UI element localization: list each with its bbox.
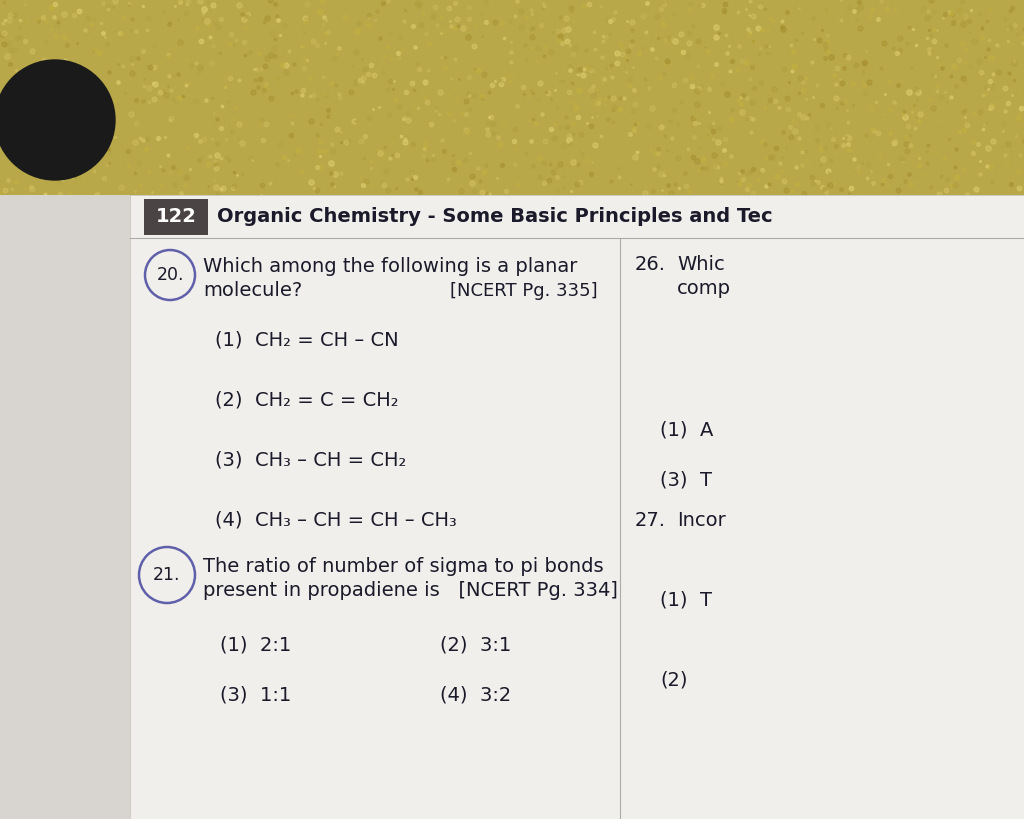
Text: (3)  CH₃ – CH = CH₂: (3) CH₃ – CH = CH₂ <box>215 450 407 469</box>
Text: 21.: 21. <box>154 566 181 584</box>
Text: (4)  3:2: (4) 3:2 <box>440 686 511 704</box>
Text: (1)  T: (1) T <box>660 590 712 609</box>
Text: (1)  2:1: (1) 2:1 <box>220 636 291 654</box>
Text: (2)  3:1: (2) 3:1 <box>440 636 511 654</box>
Text: 122: 122 <box>156 207 197 227</box>
FancyBboxPatch shape <box>0 195 130 819</box>
Text: comp: comp <box>677 278 731 297</box>
FancyBboxPatch shape <box>144 199 208 235</box>
Text: Whic: Whic <box>677 255 725 274</box>
FancyBboxPatch shape <box>130 195 1024 819</box>
Text: The ratio of number of sigma to pi bonds: The ratio of number of sigma to pi bonds <box>203 558 603 577</box>
Text: (2)  CH₂ = C = CH₂: (2) CH₂ = C = CH₂ <box>215 391 398 410</box>
Text: present in propadiene is   [NCERT Pg. 334]: present in propadiene is [NCERT Pg. 334] <box>203 581 617 600</box>
Text: Which among the following is a planar: Which among the following is a planar <box>203 257 578 277</box>
Text: (4)  CH₃ – CH = CH – CH₃: (4) CH₃ – CH = CH – CH₃ <box>215 510 457 530</box>
Text: (3)  T: (3) T <box>660 470 712 490</box>
Text: 20.: 20. <box>157 266 183 284</box>
Text: molecule?: molecule? <box>203 282 302 301</box>
Text: Organic Chemistry - Some Basic Principles and Tec: Organic Chemistry - Some Basic Principle… <box>217 207 773 227</box>
Text: 27.: 27. <box>635 510 666 530</box>
Text: (2): (2) <box>660 671 687 690</box>
Text: 26.: 26. <box>635 255 666 274</box>
Circle shape <box>0 60 115 180</box>
Text: Incor: Incor <box>677 510 726 530</box>
Text: [NCERT Pg. 335]: [NCERT Pg. 335] <box>450 282 598 300</box>
Text: (3)  1:1: (3) 1:1 <box>220 686 291 704</box>
Text: (1)  A: (1) A <box>660 420 714 440</box>
Text: (1)  CH₂ = CH – CN: (1) CH₂ = CH – CN <box>215 331 398 350</box>
